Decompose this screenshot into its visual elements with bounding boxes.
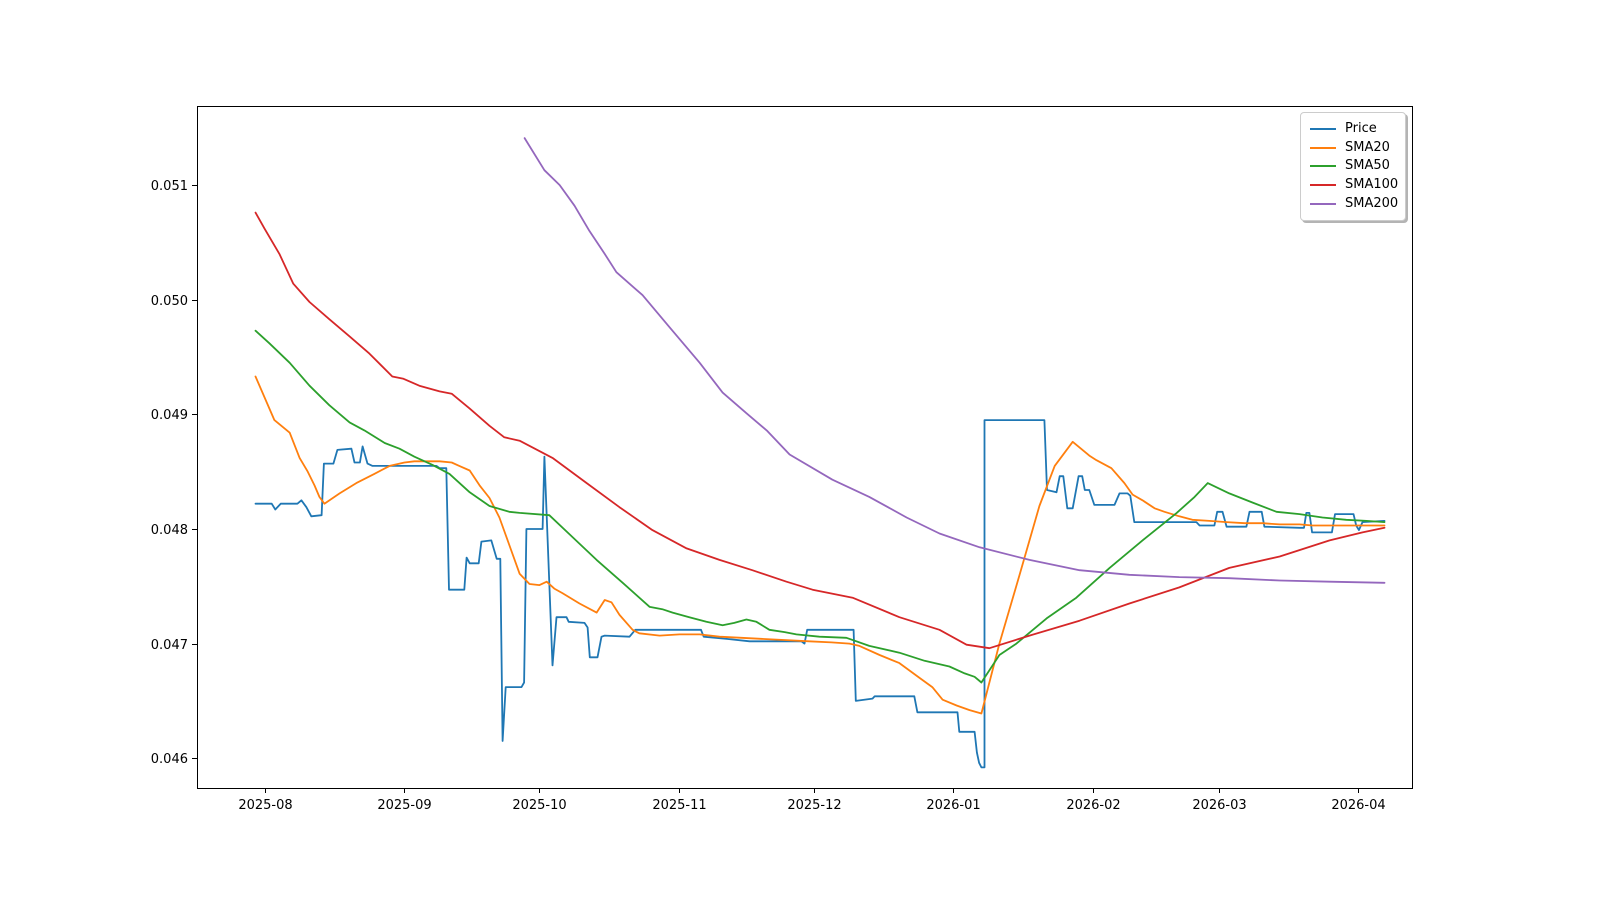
series-sma200: [523, 137, 1386, 584]
y-tick-label: 0.051: [151, 179, 188, 194]
y-tick-label: 0.048: [151, 523, 188, 538]
x-tick-label: 2026-02: [1066, 798, 1120, 813]
legend-line-sma50: [1310, 165, 1336, 168]
legend-entry-price: Price: [1310, 120, 1396, 139]
legend-entry-sma50: SMA50: [1310, 157, 1396, 176]
x-tick-label: 2026-04: [1331, 798, 1385, 813]
y-tick-label: 0.050: [151, 294, 188, 309]
legend-entry-sma100: SMA100: [1310, 176, 1399, 195]
legend-entry-sma200: SMA200: [1310, 194, 1399, 213]
legend: Price SMA20 SMA50 SMA100 SMA200: [1300, 112, 1406, 221]
legend-line-sma100: [1310, 184, 1336, 187]
x-tick-label: 2026-03: [1192, 798, 1246, 813]
series-sma50: [254, 329, 1386, 684]
y-tick-label: 0.049: [151, 408, 188, 423]
legend-line-price: [1310, 128, 1336, 131]
legend-entry-sma20: SMA20: [1310, 139, 1396, 158]
x-tick-label: 2025-10: [512, 798, 566, 813]
x-tick-label: 2025-09: [377, 798, 431, 813]
x-tick-label: 2025-11: [652, 798, 706, 813]
x-tick-label: 2025-08: [238, 798, 292, 813]
legend-label-sma20: SMA20: [1345, 139, 1390, 155]
series-price: [254, 419, 1386, 769]
y-tick-label: 0.046: [151, 752, 188, 767]
legend-label-sma200: SMA200: [1345, 195, 1399, 211]
y-tick-label: 0.047: [151, 638, 188, 653]
legend-line-sma200: [1310, 202, 1336, 205]
series-sma20: [254, 375, 1386, 715]
x-tick-label: 2025-12: [787, 798, 841, 813]
series-sma100: [254, 211, 1386, 650]
axes-border: [197, 106, 1413, 789]
legend-label-sma50: SMA50: [1345, 158, 1390, 174]
legend-label-sma100: SMA100: [1345, 177, 1399, 193]
x-tick-label: 2026-01: [926, 798, 980, 813]
legend-label-price: Price: [1345, 121, 1377, 137]
legend-line-sma20: [1310, 146, 1336, 149]
